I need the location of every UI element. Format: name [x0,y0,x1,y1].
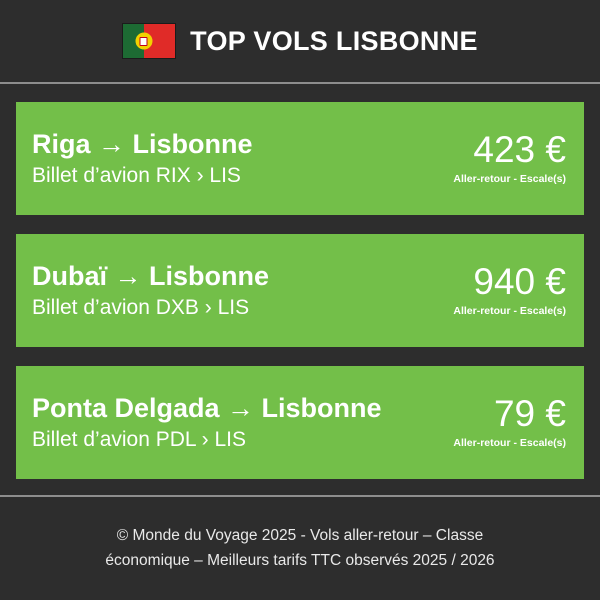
flight-ticket-code: Billet d’avion RIX › LIS [32,163,241,187]
flight-fare-note: Aller-retour - Escale(s) [453,173,566,186]
footer-divider [0,495,600,497]
armillary-sphere-icon [135,32,153,50]
flight-card[interactable]: Dubaï → Lisbonne Billet d’avion DXB › LI… [16,234,584,347]
flight-fare-note: Aller-retour - Escale(s) [453,437,566,450]
page-title: TOP VOLS LISBONNE [190,25,478,56]
flight-ticket-code: Billet d’avion DXB › LIS [32,295,250,319]
flight-card-info: Ponta Delgada → Lisbonne Billet d’avion … [32,393,382,451]
flight-card-list: Riga → Lisbonne Billet d’avion RIX › LIS… [0,84,600,495]
flight-price-block: 79 € Aller-retour - Escale(s) [453,393,566,450]
flight-route: Riga → Lisbonne [32,129,253,160]
flight-card-info: Riga → Lisbonne Billet d’avion RIX › LIS [32,129,253,187]
flight-card-info: Dubaï → Lisbonne Billet d’avion DXB › LI… [32,261,269,319]
footer-line-2: économique – Meilleurs tarifs TTC observ… [105,551,495,569]
header-divider [0,82,600,84]
flight-card[interactable]: Ponta Delgada → Lisbonne Billet d’avion … [16,366,584,479]
flight-price: 79 € [493,393,566,435]
portugal-flag-icon [122,23,177,59]
flight-fare-note: Aller-retour - Escale(s) [453,305,566,318]
flight-route: Dubaï → Lisbonne [32,261,270,292]
flight-route: Ponta Delgada → Lisbonne [32,393,382,424]
flight-price-block: 940 € Aller-retour - Escale(s) [453,261,566,318]
flight-card[interactable]: Riga → Lisbonne Billet d’avion RIX › LIS… [16,102,584,215]
flight-price-block: 423 € Aller-retour - Escale(s) [453,129,566,186]
flight-ticket-code: Billet d’avion PDL › LIS [32,427,246,451]
footer-line-1: © Monde du Voyage 2025 - Vols aller-reto… [116,526,484,544]
flight-price: 423 € [473,129,566,171]
header: TOP VOLS LISBONNE [0,0,600,82]
flight-price: 940 € [473,261,566,303]
footer: © Monde du Voyage 2025 - Vols aller-reto… [0,497,600,600]
